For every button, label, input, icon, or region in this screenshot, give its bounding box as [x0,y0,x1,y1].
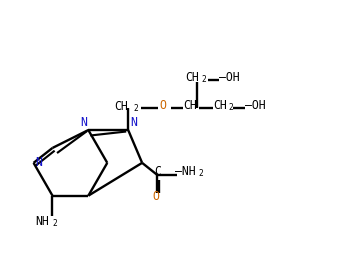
Text: N: N [36,156,43,169]
Text: O: O [153,190,159,203]
Text: —OH: —OH [219,71,239,84]
Text: N: N [81,116,87,129]
Text: 2: 2 [202,75,207,84]
Text: 2: 2 [199,169,204,178]
Text: 2: 2 [133,104,138,113]
Text: —OH: —OH [245,99,265,112]
Text: NH: NH [36,215,49,228]
Text: CH: CH [183,99,197,112]
Text: 2: 2 [52,219,57,228]
Text: CH: CH [114,100,128,113]
Text: N: N [130,116,137,129]
Text: O: O [159,99,166,112]
Text: 2: 2 [229,103,234,112]
Text: CH: CH [185,71,199,84]
Text: —NH: —NH [175,165,196,178]
Text: CH: CH [213,99,227,112]
Text: C: C [154,165,161,178]
